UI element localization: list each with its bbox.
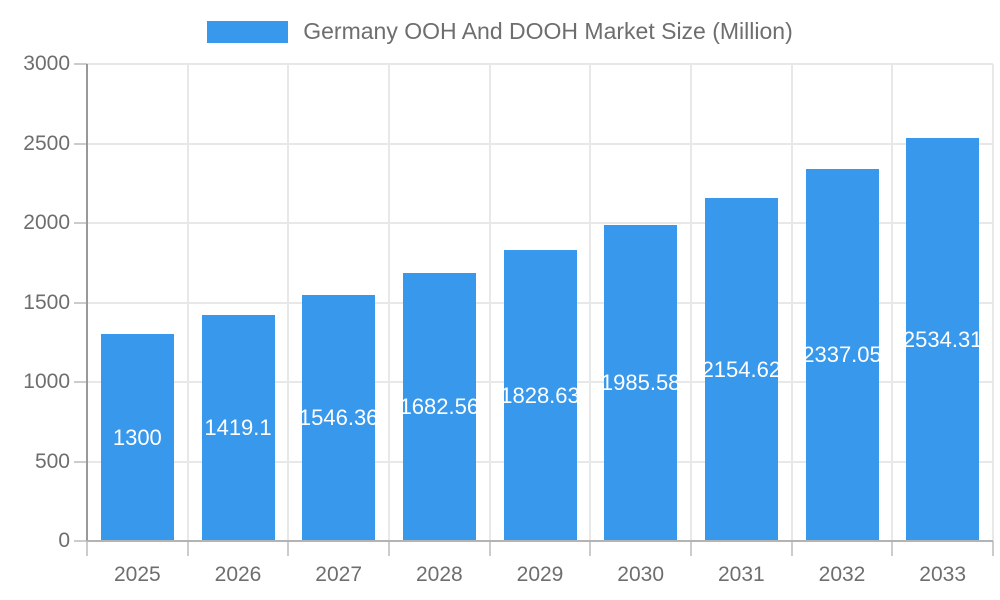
v-gridline	[488, 64, 491, 541]
v-gridline	[388, 64, 390, 541]
y-axis-tick-label: 0	[58, 529, 70, 552]
x-tick	[690, 541, 692, 556]
bar-value-label: 1828.63	[503, 382, 577, 408]
y-axis-tick-label: 1500	[23, 290, 70, 314]
x-axis-line	[87, 540, 993, 542]
y-tick	[74, 540, 87, 542]
h-gridline	[87, 142, 993, 145]
x-axis-tick-label: 2031	[717, 563, 765, 586]
bar-value-label: 2154.62	[704, 356, 778, 382]
v-gridline	[287, 64, 290, 541]
bar-value-label: 1985.58	[604, 370, 678, 396]
v-gridline	[186, 64, 189, 541]
x-tick	[891, 541, 894, 556]
y-axis-tick-label: 1000	[23, 370, 70, 393]
bar-2033: 2534.31	[906, 138, 980, 541]
x-axis-tick-label: 2026	[214, 563, 262, 586]
bar-2027: 1546.36	[302, 295, 376, 541]
y-axis-tick-label: 3000	[23, 52, 70, 75]
y-tick	[74, 381, 87, 383]
y-axis-tick-label: 2500	[23, 131, 70, 155]
bar-value-label: 2534.31	[906, 326, 980, 352]
legend-label: Germany OOH And DOOH Market Size (Millio…	[303, 18, 793, 44]
x-tick	[287, 541, 290, 556]
x-tick	[790, 541, 793, 556]
y-tick	[74, 142, 87, 145]
bar-2028: 1682.56	[402, 273, 476, 541]
y-axis-tick-label: 500	[34, 449, 70, 473]
h-gridline	[87, 222, 993, 224]
bar-value-label: 1419.1	[204, 415, 272, 441]
x-tick	[186, 541, 189, 556]
x-axis-tick-label: 2028	[415, 563, 463, 586]
legend-swatch	[207, 20, 289, 43]
bar-value-label: 1546.36	[302, 405, 376, 431]
bar-2030: 1985.58	[604, 225, 678, 541]
bar-2032: 2337.05	[805, 169, 879, 541]
y-axis-line	[86, 64, 88, 541]
bar-2029: 1828.63	[503, 250, 577, 541]
x-axis-tick-label: 2029	[516, 563, 564, 586]
x-axis-tick-label: 2027	[315, 563, 363, 586]
x-axis-tick-label: 2030	[617, 563, 665, 586]
bar-value-label: 1300	[112, 424, 162, 450]
y-tick	[74, 301, 87, 304]
x-axis-tick-label: 2032	[818, 563, 866, 586]
x-tick	[388, 541, 390, 556]
x-tick	[992, 541, 994, 556]
y-tick	[74, 63, 87, 65]
bar-value-label: 2337.05	[805, 342, 879, 368]
chart-legend[interactable]: Germany OOH And DOOH Market Size (Millio…	[0, 18, 1000, 45]
v-gridline	[891, 64, 894, 541]
bar-2025: 1300	[100, 334, 174, 541]
h-gridline	[87, 63, 993, 65]
v-gridline	[690, 64, 692, 541]
bar-value-label: 1682.56	[402, 394, 476, 420]
y-axis-tick-label: 2000	[23, 211, 70, 234]
y-tick	[74, 460, 87, 463]
bar-2026: 1419.1	[201, 315, 275, 541]
x-axis-tick-label: 2033	[919, 563, 967, 586]
x-tick	[488, 541, 491, 556]
x-tick	[86, 541, 88, 556]
y-tick	[74, 222, 87, 224]
x-tick	[589, 541, 592, 556]
x-axis-tick-label: 2025	[113, 563, 161, 586]
bar-2031: 2154.62	[704, 198, 778, 541]
v-gridline	[992, 64, 994, 541]
v-gridline	[589, 64, 592, 541]
v-gridline	[790, 64, 793, 541]
